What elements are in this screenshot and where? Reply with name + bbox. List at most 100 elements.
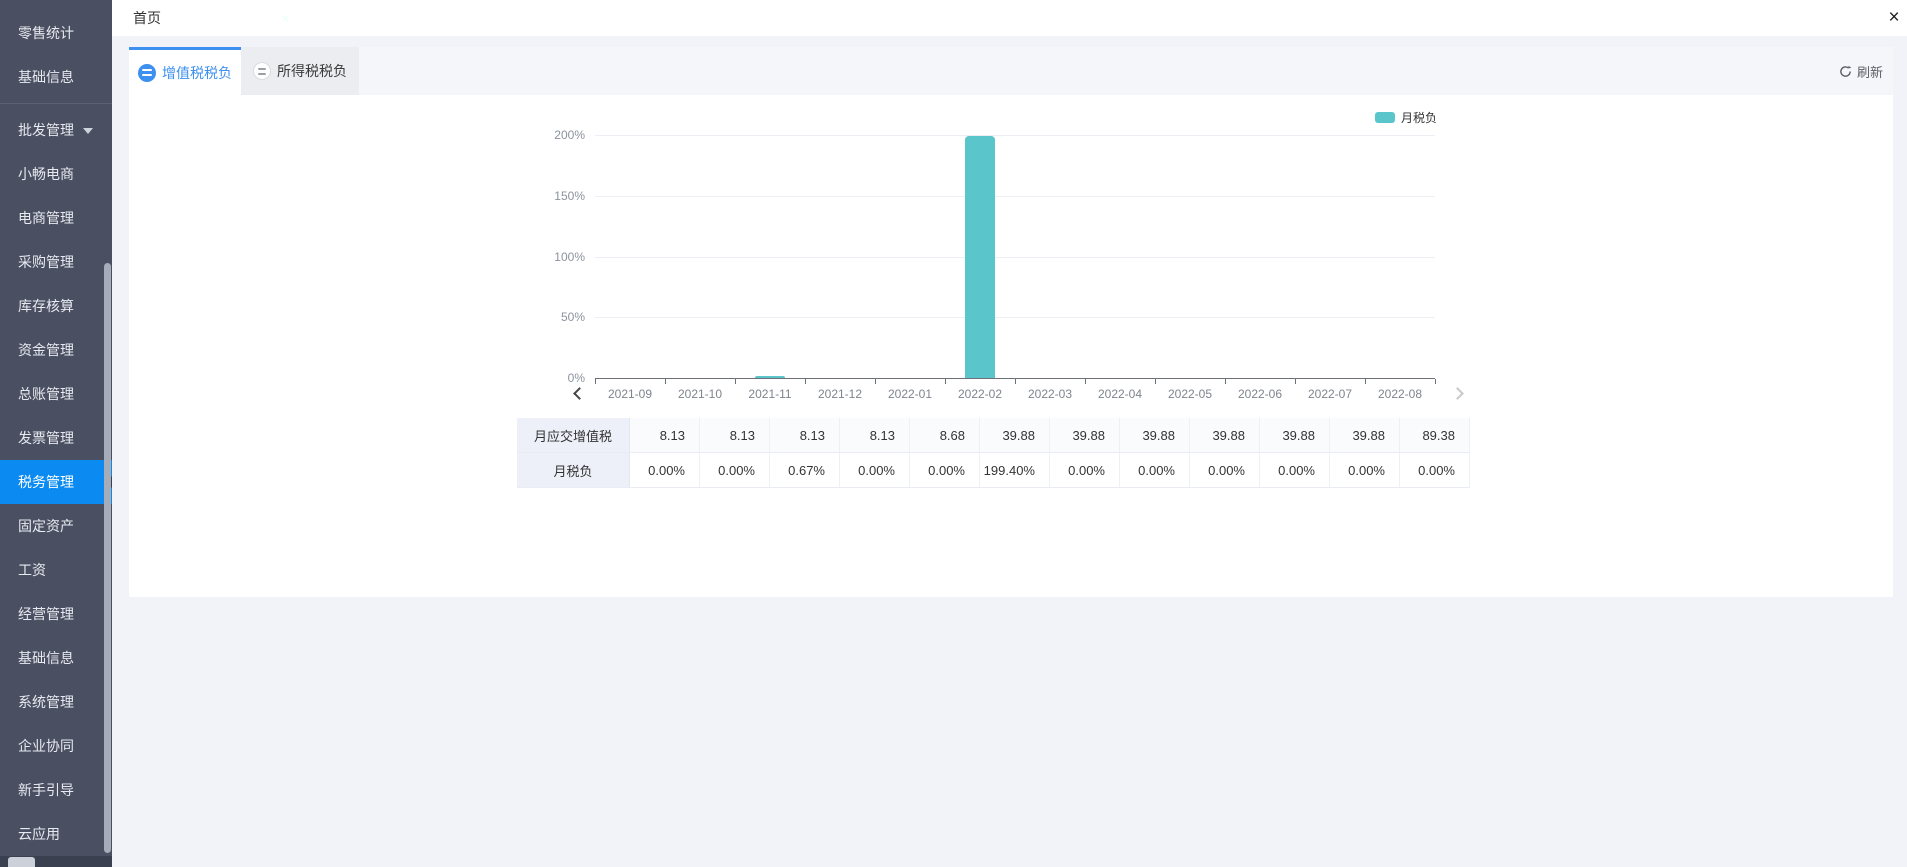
sidebar-divider <box>0 103 112 104</box>
y-axis-label: 100% <box>554 249 585 264</box>
table-cell: 39.88 <box>1190 418 1260 453</box>
top-tabbar: 首页 税负波动表 × × <box>112 0 1907 36</box>
chart-gridline <box>595 256 1435 258</box>
vat-tab-label: 增值税税负 <box>162 64 232 81</box>
y-axis-label: 50% <box>560 310 585 325</box>
chart-gridline <box>595 195 1435 197</box>
tab-label: 税负波动表 <box>202 10 273 26</box>
table-cell: 0.00% <box>1120 453 1190 488</box>
table-cell: 39.88 <box>1330 418 1400 453</box>
x-axis-tick <box>1225 379 1226 384</box>
sidebar-item-6[interactable]: 采购管理 <box>18 254 74 270</box>
sidebar-item-9[interactable]: 总账管理 <box>18 386 74 402</box>
sidebar-item-15[interactable]: 基础信息 <box>18 650 74 666</box>
window-close-icon[interactable]: × <box>1888 7 1900 28</box>
vat-tab-icon <box>138 63 156 82</box>
x-axis-line <box>595 378 1435 379</box>
sidebar-menu: 零售统计 基础信息 批发管理 小畅电商 电商管理 采购管理 库存核算 资金管理 总账管理 发票管理… <box>0 0 112 856</box>
table-cell: 8.13 <box>770 418 840 453</box>
sidebar: 零售统计 基础信息 批发管理 小畅电商 电商管理 采购管理 库存核算 资金管理 总账管理 发票管理… <box>0 0 112 867</box>
chart-next-page-icon[interactable] <box>1451 387 1464 400</box>
sidebar-item-1[interactable]: 零售统计 <box>18 25 74 41</box>
income-tax-tab-label: 所得税税负 <box>277 63 347 79</box>
table-cell: 0.00% <box>1330 453 1400 488</box>
chart-bar-2022-02[interactable] <box>965 135 995 378</box>
x-axis-label: 2022-03 <box>1027 387 1073 401</box>
tab-income-tax-burden[interactable]: 所得税税负 <box>241 47 359 95</box>
sidebar-item-14[interactable]: 经营管理 <box>18 606 74 622</box>
x-axis-tick <box>875 379 876 384</box>
x-axis-tick <box>1365 379 1366 384</box>
income-tax-tab-icon <box>253 62 271 80</box>
x-axis-tick <box>665 379 666 384</box>
sidebar-item-17[interactable]: 企业协同 <box>18 738 74 754</box>
x-axis-tick <box>595 379 596 384</box>
sidebar-item-3[interactable]: 批发管理 <box>0 108 112 152</box>
tab-home[interactable]: 首页 <box>133 10 161 26</box>
tax-data-table: 月应交增值税 8.13 8.13 8.13 8.13 8.68 39.88 39.88 39.8… <box>517 418 1470 488</box>
table-cell: 39.88 <box>1260 418 1330 453</box>
sidebar-item-7[interactable]: 库存核算 <box>18 298 74 314</box>
x-axis-tick <box>1015 379 1016 384</box>
x-axis-tick <box>1435 379 1436 384</box>
content-card: 增值税税负 所得税税负 刷新 0% 50% 100% 150% 200% 2021-09 2… <box>129 47 1893 597</box>
refresh-label: 刷新 <box>1856 64 1883 80</box>
x-axis-tick <box>1155 379 1156 384</box>
y-axis-label: 150% <box>554 188 585 203</box>
x-axis-tick <box>1295 379 1296 384</box>
sidebar-item-8[interactable]: 资金管理 <box>18 342 74 358</box>
sidebar-scrollbar[interactable] <box>104 263 111 853</box>
sidebar-collapse-button[interactable] <box>8 857 35 867</box>
sidebar-item-4[interactable]: 小畅电商 <box>18 166 74 182</box>
table-cell: 39.88 <box>980 418 1050 453</box>
x-axis-label: 2022-07 <box>1307 387 1353 401</box>
table-cell: 0.00% <box>1260 453 1330 488</box>
table-cell: 8.68 <box>910 418 980 453</box>
sidebar-item-5[interactable]: 电商管理 <box>18 210 74 226</box>
tab-vat-burden[interactable]: 增值税税负 <box>129 47 241 95</box>
x-axis-label: 2021-10 <box>677 387 723 401</box>
sidebar-item-10[interactable]: 发票管理 <box>18 430 74 446</box>
x-axis-tick <box>735 379 736 384</box>
sidebar-item-13[interactable]: 工资 <box>18 562 46 578</box>
table-cell: 8.13 <box>700 418 770 453</box>
x-axis-label: 2022-02 <box>957 387 1003 401</box>
x-axis-label: 2022-01 <box>887 387 933 401</box>
chart-bar-2021-11[interactable] <box>755 376 785 378</box>
tab-tax-fluctuation[interactable]: 税负波动表 × <box>186 0 305 36</box>
refresh-icon <box>1840 65 1852 77</box>
legend-item-monthly-tax-burden[interactable]: 月税负 <box>1375 109 1437 126</box>
table-cell: 0.00% <box>840 453 910 488</box>
panel-tabstrip: 增值税税负 所得税税负 刷新 <box>129 47 1893 95</box>
chevron-down-icon <box>83 128 93 135</box>
table-cell: 199.40% <box>980 453 1050 488</box>
y-axis-label: 0% <box>567 371 585 385</box>
x-axis-label: 2021-09 <box>607 387 653 401</box>
chart-gridline <box>595 317 1435 319</box>
legend-swatch <box>1375 112 1395 123</box>
table-cell: 0.00% <box>1050 453 1120 488</box>
table-cell: 0.00% <box>700 453 770 488</box>
x-axis-label: 2021-12 <box>817 387 863 401</box>
x-axis-label: 2022-08 <box>1377 387 1423 401</box>
y-axis-label: 200% <box>554 128 585 142</box>
x-axis-tick <box>805 379 806 384</box>
sidebar-bottom-bar <box>0 856 112 867</box>
sidebar-item-18[interactable]: 新手引导 <box>18 782 74 798</box>
table-cell: 8.13 <box>840 418 910 453</box>
tab-close-icon[interactable]: × <box>281 10 290 26</box>
table-cell: 0.67% <box>770 453 840 488</box>
x-axis-label: 2021-11 <box>748 387 792 401</box>
sidebar-item-2[interactable]: 基础信息 <box>18 69 74 85</box>
chart-prev-page-icon[interactable] <box>573 387 586 400</box>
x-axis-label: 2022-04 <box>1097 387 1143 401</box>
sidebar-item-11[interactable]: 税务管理 <box>0 460 112 504</box>
table-cell: 39.88 <box>1120 418 1190 453</box>
sidebar-item-19[interactable]: 云应用 <box>18 826 60 842</box>
x-axis-label: 2022-06 <box>1237 387 1283 401</box>
sidebar-item-12[interactable]: 固定资产 <box>18 518 74 534</box>
refresh-button[interactable]: 刷新 <box>1839 47 1883 95</box>
table-cell: 89.38 <box>1400 418 1470 453</box>
table-cell: 39.88 <box>1050 418 1120 453</box>
sidebar-item-16[interactable]: 系统管理 <box>18 694 74 710</box>
